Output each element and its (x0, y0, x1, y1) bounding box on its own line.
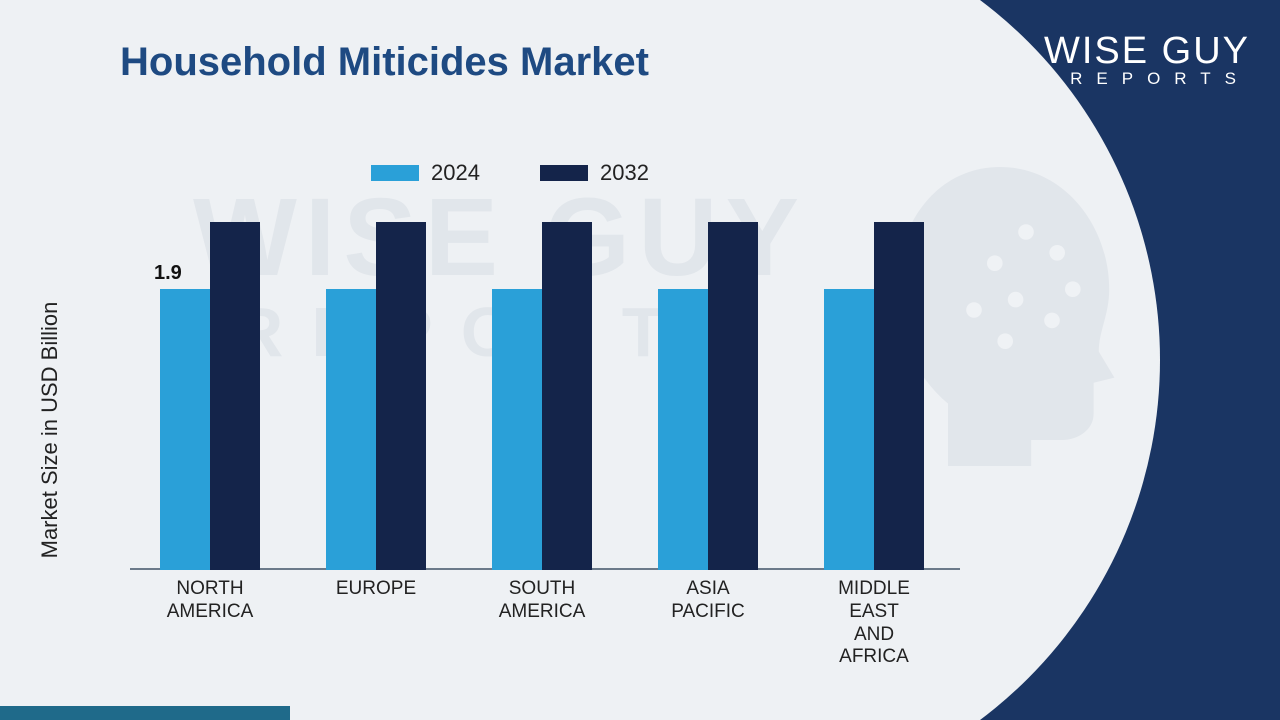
x-axis-category-label: NORTHAMERICA (140, 578, 280, 624)
bar (326, 289, 376, 570)
bar (874, 222, 924, 570)
legend-item-2024: 2024 (371, 160, 480, 186)
brand-line1: WISE GUY (1044, 30, 1250, 73)
canvas: WISE GUY REPORTS WISE GUY REPORTS Househ… (0, 0, 1280, 720)
bar (492, 289, 542, 570)
bar-group (658, 222, 758, 570)
bar-group: 1.9 (160, 222, 260, 570)
bar-group (492, 222, 592, 570)
bar: 1.9 (160, 289, 210, 570)
chart-title: Household Miticides Market (120, 40, 649, 85)
legend-swatch-2024 (371, 165, 419, 181)
legend: 2024 2032 (60, 160, 960, 186)
bar-value-label: 1.9 (154, 262, 182, 285)
bar-group (824, 222, 924, 570)
x-axis-category-label: SOUTHAMERICA (472, 578, 612, 624)
legend-label-2024: 2024 (431, 160, 480, 186)
plot-region: 1.9 (130, 200, 960, 570)
bottom-accent-bar (0, 706, 290, 720)
bar-group (326, 222, 426, 570)
y-axis-label: Market Size in USD Billion (37, 302, 63, 559)
brand-line2: REPORTS (1044, 69, 1250, 89)
chart-area: 2024 2032 Market Size in USD Billion 1.9… (60, 160, 960, 700)
x-axis-category-label: ASIAPACIFIC (638, 578, 778, 624)
legend-swatch-2032 (540, 165, 588, 181)
bar (376, 222, 426, 570)
bar (708, 222, 758, 570)
brand-logo: WISE GUY REPORTS (1044, 30, 1250, 89)
legend-label-2032: 2032 (600, 160, 649, 186)
x-axis-category-label: MIDDLEEASTANDAFRICA (804, 578, 944, 669)
bar (542, 222, 592, 570)
bar (824, 289, 874, 570)
x-axis-category-label: EUROPE (306, 578, 446, 601)
bar (658, 289, 708, 570)
legend-item-2032: 2032 (540, 160, 649, 186)
x-labels-region: NORTHAMERICA EUROPE SOUTHAMERICA ASIAPACIFI… (130, 570, 960, 700)
bar (210, 222, 260, 570)
